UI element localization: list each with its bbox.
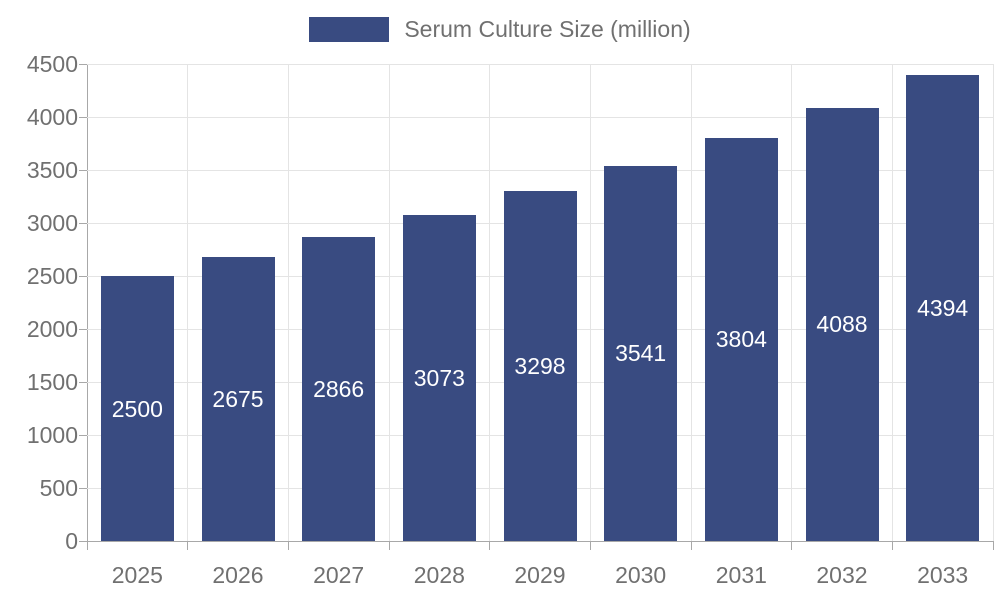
y-axis-label: 3500 xyxy=(26,157,78,183)
y-axis-label: 4500 xyxy=(26,51,78,77)
bar-2032[interactable]: 4088 xyxy=(805,107,879,541)
bar-2025[interactable]: 2500 xyxy=(100,276,174,541)
bar-2030[interactable]: 3541 xyxy=(604,165,678,541)
x-axis-tick xyxy=(690,542,692,550)
y-axis-label: 4000 xyxy=(26,104,78,130)
plot-area xyxy=(87,64,994,542)
x-axis-label: 2026 xyxy=(212,562,264,588)
gridline-vertical xyxy=(891,64,893,541)
y-axis-tick xyxy=(79,328,87,330)
bar-2028[interactable]: 3073 xyxy=(402,215,476,541)
gridline-vertical xyxy=(589,64,591,541)
gridline-vertical xyxy=(489,64,491,541)
gridline-vertical xyxy=(690,64,692,541)
gridline-horizontal xyxy=(87,63,993,65)
y-axis-tick xyxy=(79,540,87,542)
gridline-horizontal xyxy=(87,116,993,118)
bar-value-label: 2675 xyxy=(212,386,264,413)
y-axis-tick xyxy=(79,116,87,118)
y-axis-label: 0 xyxy=(65,528,78,554)
y-axis-label: 1500 xyxy=(26,369,78,395)
legend-swatch xyxy=(309,16,390,42)
y-axis-label: 3000 xyxy=(26,210,78,236)
y-axis-label: 1000 xyxy=(26,422,78,448)
x-axis-label: 2029 xyxy=(514,562,566,588)
x-axis-label: 2032 xyxy=(816,562,868,588)
gridline-vertical xyxy=(992,64,994,541)
x-axis-label: 2025 xyxy=(111,562,163,588)
gridline-vertical xyxy=(388,64,390,541)
x-axis-tick xyxy=(589,542,591,550)
bar-2031[interactable]: 3804 xyxy=(704,137,778,541)
x-axis-tick xyxy=(891,542,893,550)
y-axis-tick xyxy=(79,169,87,171)
y-axis-tick xyxy=(79,434,87,436)
gridline-vertical xyxy=(791,64,793,541)
bar-2033[interactable]: 4394 xyxy=(906,75,980,541)
bar-2029[interactable]: 3298 xyxy=(503,191,577,541)
y-axis-label: 2500 xyxy=(26,263,78,289)
gridline-horizontal xyxy=(87,169,993,171)
x-axis-tick xyxy=(86,542,88,550)
y-axis-tick xyxy=(79,275,87,277)
legend-label: Serum Culture Size (million) xyxy=(404,16,691,42)
x-axis-tick xyxy=(388,542,390,550)
x-axis-tick xyxy=(791,542,793,550)
bar-value-label: 3804 xyxy=(715,326,767,353)
bar-value-label: 2866 xyxy=(313,376,365,403)
bar-value-label: 2500 xyxy=(111,395,163,422)
gridline-vertical xyxy=(187,64,189,541)
x-axis-label: 2028 xyxy=(413,562,465,588)
x-axis-tick xyxy=(489,542,491,550)
x-axis-label: 2031 xyxy=(715,562,767,588)
y-axis-tick xyxy=(79,381,87,383)
y-axis-label: 2000 xyxy=(26,316,78,342)
bar-2027[interactable]: 2866 xyxy=(302,237,376,541)
legend-item[interactable]: Serum Culture Size (million) xyxy=(0,15,1000,43)
bar-value-label: 4088 xyxy=(816,311,868,338)
bar-2026[interactable]: 2675 xyxy=(201,257,275,541)
bar-value-label: 3298 xyxy=(514,353,566,380)
bar-value-label: 3073 xyxy=(413,365,465,392)
x-axis-tick xyxy=(287,542,289,550)
x-axis-tick xyxy=(187,542,189,550)
x-axis-label: 2033 xyxy=(917,562,969,588)
y-axis-tick xyxy=(79,63,87,65)
x-axis-label: 2027 xyxy=(313,562,365,588)
x-axis-label: 2030 xyxy=(615,562,667,588)
y-axis-tick xyxy=(79,487,87,489)
y-axis-tick xyxy=(79,222,87,224)
x-axis-tick xyxy=(992,542,994,550)
bar-value-label: 3541 xyxy=(615,340,667,367)
y-axis-label: 500 xyxy=(39,475,78,501)
gridline-vertical xyxy=(287,64,289,541)
bar-value-label: 4394 xyxy=(917,295,969,322)
